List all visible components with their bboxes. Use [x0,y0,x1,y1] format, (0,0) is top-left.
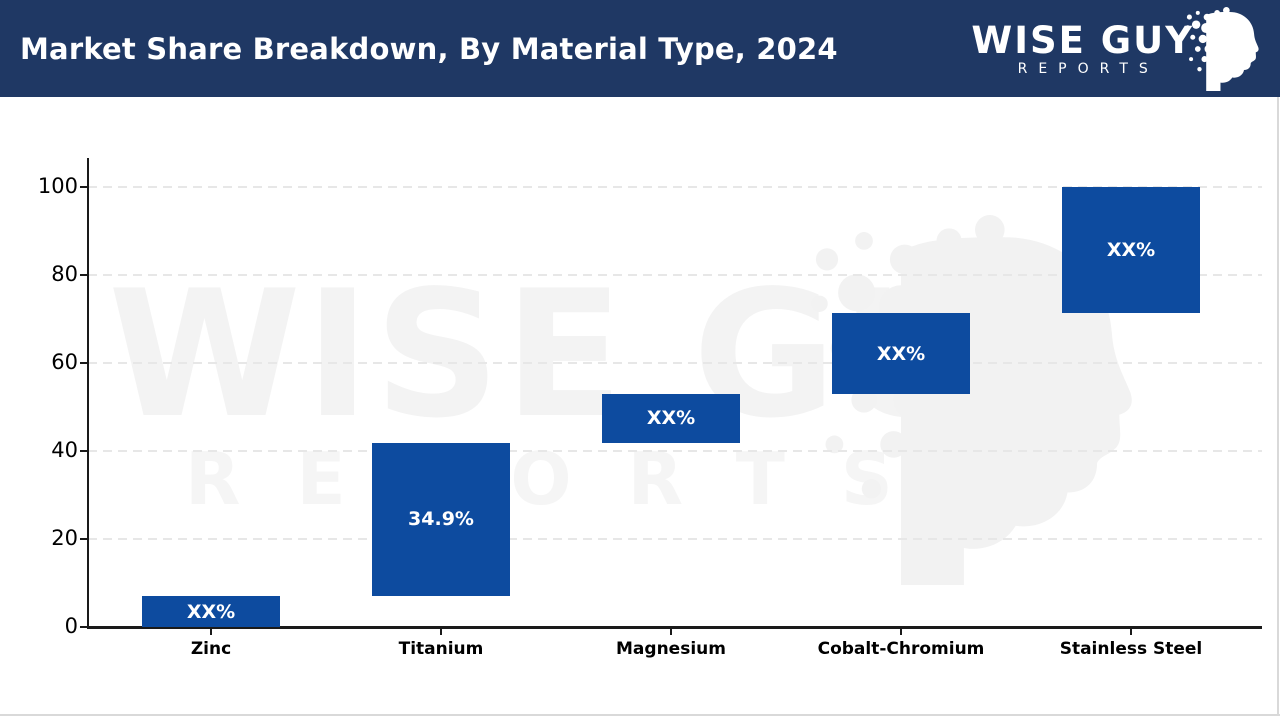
bar-zinc: XX% [142,596,280,627]
reports-wordmark: REPORTS [1017,60,1159,77]
x-tick-label: Stainless Steel [1059,639,1203,659]
y-tick-label: 100 [37,174,78,198]
x-tickmark [210,628,212,635]
bar-value-label: XX% [876,342,926,365]
x-axis [88,626,1262,629]
gridline-y20 [88,538,1262,540]
x-tick-label: Magnesium [616,639,726,659]
y-tickmark [80,274,88,276]
x-tickmark [670,628,672,635]
bar-value-label: 34.9% [408,508,474,531]
watermark-reports: REPORTS [185,437,949,521]
x-tick-label: Titanium [398,639,484,659]
gridline-y100 [88,186,1262,188]
page-right-border [1277,97,1279,716]
bar-value-label: XX% [186,600,236,623]
page-bottom-border [0,714,1280,716]
y-axis [87,158,89,629]
x-tickmark [440,628,442,635]
bar-cobalt-chromium: XX% [832,313,970,395]
wiseguy-wordmark: WISE GUY [971,18,1194,62]
x-tick-label: Cobalt-Chromium [817,639,985,659]
x-tickmark [900,628,902,635]
y-tickmark [80,362,88,364]
gridline-y40 [88,450,1262,452]
x-tickmark [1130,628,1132,635]
y-tick-label: 80 [51,262,78,286]
y-tick-label: 20 [51,526,78,550]
bar-magnesium: XX% [602,394,740,443]
y-tick-label: 40 [51,438,78,462]
bar-titanium: 34.9% [372,442,510,597]
gridline-y60 [88,362,1262,364]
y-tickmark [80,538,88,540]
head-dots-icon [1185,6,1259,91]
bar-value-label: XX% [646,407,696,430]
gridline-y80 [88,274,1262,276]
brand-wordmark: WISE GUY REPORTS [971,22,1194,76]
x-tick-label: Zinc [190,639,232,659]
header: Market Share Breakdown, By Material Type… [0,0,1280,97]
page-title: Market Share Breakdown, By Material Type… [20,31,838,66]
brand-logo: WISE GUY REPORTS [971,6,1280,91]
y-tick-label: 60 [51,350,78,374]
bar-value-label: XX% [1106,239,1156,262]
y-tickmark [80,626,88,628]
bar-stainless-steel: XX% [1062,187,1200,314]
y-tick-label: 0 [64,614,78,638]
y-tickmark [80,186,88,188]
y-tickmark [80,450,88,452]
